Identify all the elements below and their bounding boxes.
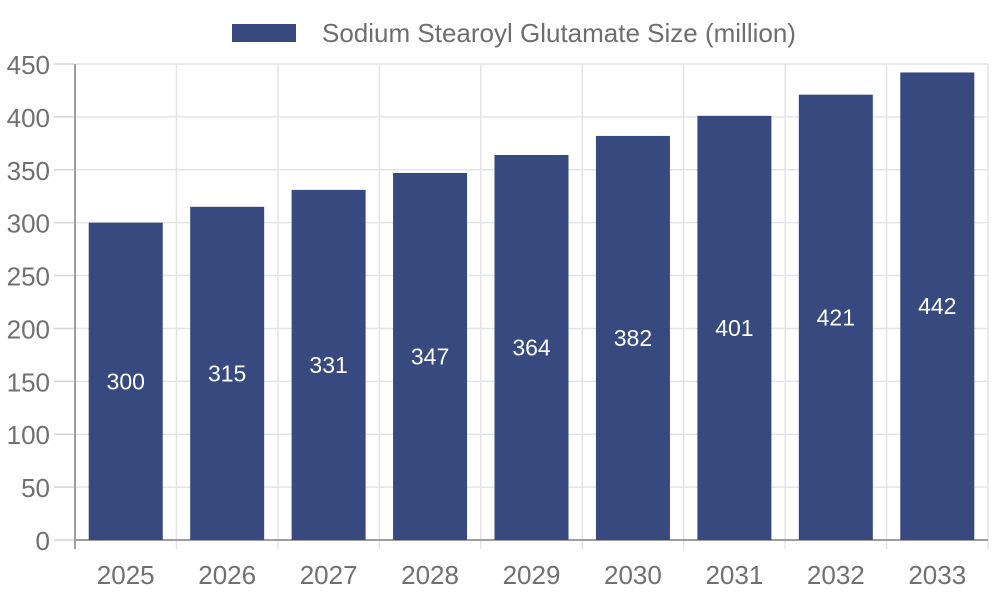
bar [900, 72, 975, 540]
bar [798, 94, 873, 541]
bar-value-label: 315 [208, 360, 246, 386]
bar [190, 206, 265, 541]
y-tick-label: 400 [7, 103, 50, 133]
y-tick-label: 250 [7, 262, 50, 292]
bar [88, 222, 163, 540]
bar-value-label: 364 [512, 334, 551, 360]
bar-value-label: 442 [918, 293, 956, 319]
bar [393, 172, 468, 540]
bar-value-label: 331 [309, 352, 347, 378]
x-tick-label: 2027 [300, 560, 358, 590]
bar [494, 154, 569, 541]
y-tick-label: 150 [7, 367, 50, 397]
bar-value-label: 300 [107, 368, 145, 394]
x-tick-label: 2033 [908, 560, 966, 590]
y-tick-label: 0 [36, 526, 50, 556]
legend: Sodium Stearoyl Glutamate Size (million) [232, 18, 796, 48]
bar [697, 115, 772, 540]
x-tick-label: 2030 [604, 560, 662, 590]
legend-label: Sodium Stearoyl Glutamate Size (million) [322, 18, 796, 48]
y-tick-label: 350 [7, 156, 50, 186]
y-tick-label: 200 [7, 314, 50, 344]
x-tick-label: 2029 [503, 560, 561, 590]
bar-value-label: 347 [411, 343, 449, 369]
bar [291, 189, 366, 540]
y-tick-label: 300 [7, 209, 50, 239]
x-tick-label: 2031 [705, 560, 763, 590]
bar [595, 135, 670, 540]
y-tick-label: 450 [7, 50, 50, 80]
x-tick-label: 2028 [401, 560, 459, 590]
bar-value-label: 382 [614, 325, 652, 351]
x-tick-label: 2026 [198, 560, 256, 590]
x-tick-label: 2032 [807, 560, 865, 590]
bar-value-label: 421 [817, 304, 855, 330]
y-tick-label: 100 [7, 420, 50, 450]
x-tick-label: 2025 [97, 560, 155, 590]
legend-swatch [232, 24, 296, 42]
y-tick-label: 50 [21, 473, 50, 503]
bar-value-label: 401 [715, 315, 753, 341]
